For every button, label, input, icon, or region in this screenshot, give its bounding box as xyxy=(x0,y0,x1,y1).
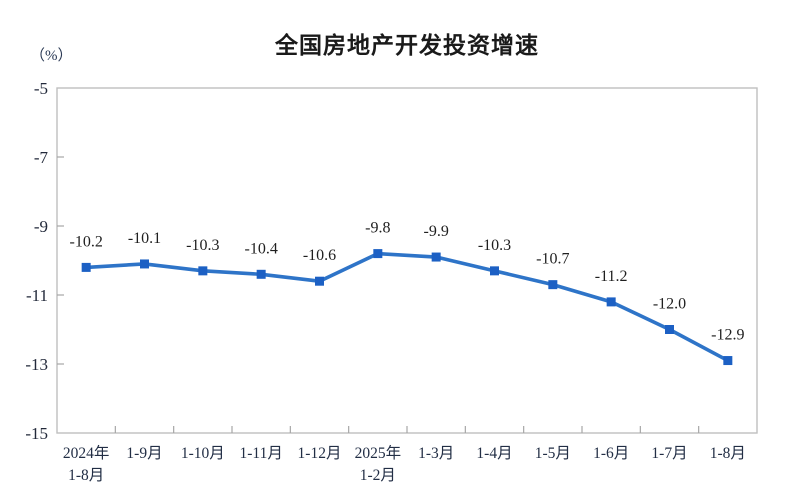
x-tick-label: 1-8月 xyxy=(68,467,104,484)
data-point-label: -10.1 xyxy=(128,230,161,247)
data-point-label: -10.6 xyxy=(303,247,336,264)
data-point-marker xyxy=(256,269,266,279)
data-point-marker xyxy=(665,325,674,334)
x-tick-label: 1-10月 xyxy=(181,445,225,462)
series-line xyxy=(84,251,730,363)
data-point-label: -12.0 xyxy=(653,296,686,313)
data-point-marker xyxy=(431,252,441,262)
x-tick-label: 1-4月 xyxy=(476,445,512,462)
x-tick-label: 1-5月 xyxy=(535,445,571,462)
data-point-label: -11.2 xyxy=(595,268,628,285)
x-tick-label: 1-3月 xyxy=(418,445,454,462)
data-point-marker xyxy=(723,356,733,366)
x-tick-label: 1-9月 xyxy=(126,445,162,462)
x-tick-label: 1-11月 xyxy=(239,445,282,462)
data-point-marker xyxy=(548,280,558,290)
data-point-marker xyxy=(315,276,324,286)
y-tick-label: -11 xyxy=(26,286,48,305)
data-point-label: -10.3 xyxy=(478,237,511,254)
data-point-label: -10.3 xyxy=(186,237,219,254)
plot-area-border xyxy=(56,87,758,434)
data-point-marker xyxy=(140,259,149,269)
x-tick-label: 1-8月 xyxy=(710,445,746,462)
data-point-label: -10.2 xyxy=(70,233,103,250)
data-point-marker xyxy=(490,266,499,276)
data-point-label: -10.4 xyxy=(245,240,278,257)
data-point-marker xyxy=(81,262,91,272)
x-tick-label: 2024年 xyxy=(63,444,110,462)
data-point-marker xyxy=(373,249,383,259)
data-point-label: -9.8 xyxy=(365,220,390,237)
y-tick-label: -13 xyxy=(25,355,48,374)
data-point-label: -12.9 xyxy=(711,327,744,344)
x-tick-label: 1-6月 xyxy=(593,445,629,462)
x-tick-label: 1-12月 xyxy=(298,445,342,462)
y-axis-unit-label: （%） xyxy=(30,48,73,64)
y-tick-label: -5 xyxy=(34,79,48,98)
data-point-marker xyxy=(606,297,616,307)
y-tick-label: -7 xyxy=(34,148,49,167)
x-tick-label: 2025年 xyxy=(355,444,402,462)
data-point-label: -10.7 xyxy=(536,251,569,268)
chart-title: 全国房地产开发投资增速 xyxy=(275,32,539,58)
y-tick-label: -9 xyxy=(34,217,48,236)
data-point-label: -9.9 xyxy=(424,223,449,240)
x-tick-label: 1-7月 xyxy=(651,445,687,462)
y-tick-label: -15 xyxy=(25,424,48,443)
data-point-marker xyxy=(198,266,208,276)
x-tick-label: 1-2月 xyxy=(360,467,396,484)
